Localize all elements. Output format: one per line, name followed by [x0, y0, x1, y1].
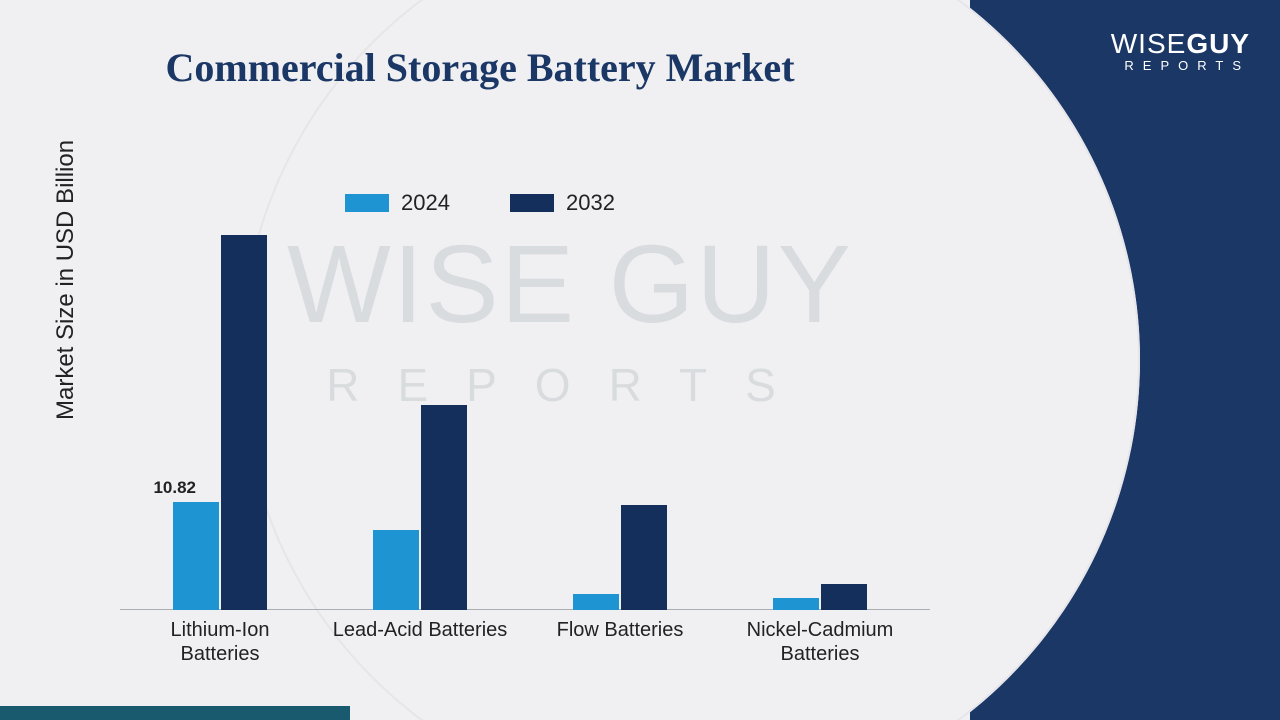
brand-main: WISE	[1111, 28, 1187, 59]
legend-label-2032: 2032	[566, 190, 615, 216]
category-label: Lead-Acid Batteries	[330, 618, 510, 642]
chart-title: Commercial Storage Battery Market	[0, 44, 960, 91]
bar-group: 10.82Lithium-Ion Batteries	[140, 235, 300, 610]
brand-logo: WISEGUY REPORTS	[1111, 28, 1250, 73]
brand-sub: REPORTS	[1111, 58, 1250, 73]
category-label: Nickel-Cadmium Batteries	[730, 618, 910, 666]
plot-area: 10.82Lithium-Ion BatteriesLead-Acid Batt…	[120, 230, 930, 650]
legend-swatch-2032	[510, 194, 554, 212]
y-axis-label: Market Size in USD Billion	[52, 140, 80, 420]
brand-bold: GUY	[1186, 28, 1250, 59]
bar-2032	[621, 505, 667, 610]
infographic-canvas: WISEGUY REPORTS Commercial Storage Batte…	[0, 0, 1280, 720]
bar-2024	[173, 502, 219, 610]
legend-item-2024: 2024	[345, 190, 450, 216]
category-label: Lithium-Ion Batteries	[130, 618, 310, 666]
bar-group: Lead-Acid Batteries	[340, 405, 500, 610]
bar-2032	[421, 405, 467, 610]
legend-swatch-2024	[345, 194, 389, 212]
legend-item-2032: 2032	[510, 190, 615, 216]
bar-group: Flow Batteries	[540, 505, 700, 610]
legend-label-2024: 2024	[401, 190, 450, 216]
bar-2032	[821, 584, 867, 610]
bar-2032	[221, 235, 267, 610]
bar-2024	[773, 598, 819, 610]
chart-legend: 2024 2032	[0, 190, 960, 216]
bar-chart: 10.82Lithium-Ion BatteriesLead-Acid Batt…	[120, 230, 930, 650]
category-label: Flow Batteries	[530, 618, 710, 642]
footer-accent-strip	[0, 706, 350, 720]
bar-group: Nickel-Cadmium Batteries	[740, 584, 900, 610]
bar-value-label: 10.82	[153, 478, 196, 498]
bar-2024	[573, 594, 619, 610]
bar-2024	[373, 530, 419, 610]
